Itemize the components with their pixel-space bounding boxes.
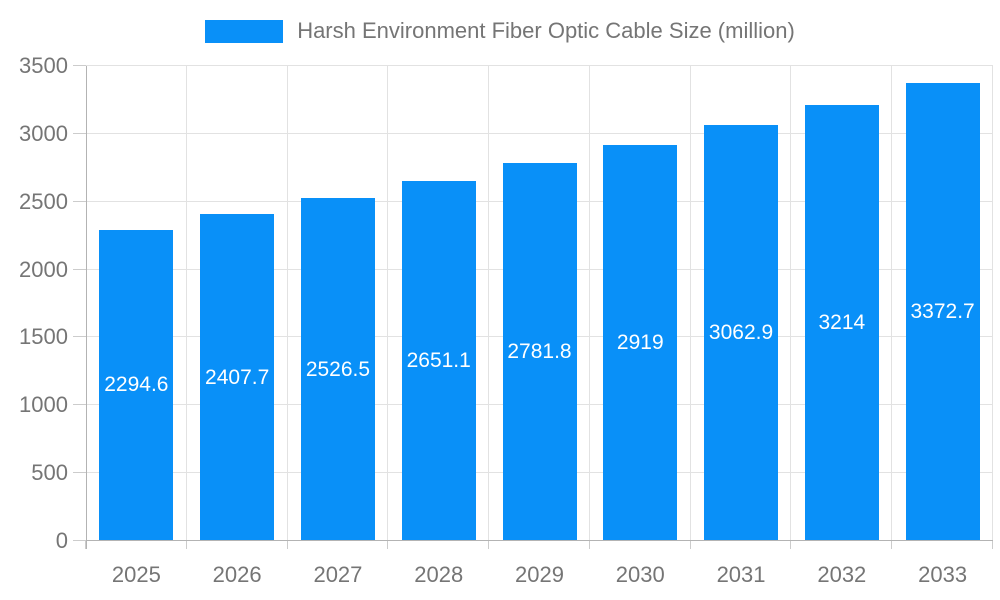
x-axis-label: 2029 [515,562,564,587]
bar-value-label: 2919 [616,330,664,354]
x-gridline [588,66,590,541]
x-axis-label: 2033 [918,562,968,587]
x-gridline [387,66,389,541]
bar-value-label: 2407.7 [205,365,270,389]
y-axis-label: 3500 [19,53,68,78]
legend[interactable]: Harsh Environment Fiber Optic Cable Size… [0,19,1000,43]
y-axis-label: 1000 [19,392,68,418]
x-tick [689,541,691,549]
x-gridline [790,66,792,541]
x-gridline [185,66,187,541]
plot-area: 0 500 1000 1500 2000 2500 3000 3500 2294.6 2025 24… [19,53,993,587]
y-tick [73,540,86,541]
x-axis-label: 2030 [615,562,665,587]
bar-2025[interactable]: 2294.6 [99,229,174,541]
y-axis-label: 500 [31,460,68,486]
y-gridline [86,132,993,134]
x-axis-label: 2031 [716,562,766,587]
bar-2032[interactable]: 3214 [804,104,879,541]
y-gridline [86,65,993,66]
y-axis-line [86,66,87,549]
legend-swatch-icon [205,19,284,43]
x-tick [85,541,86,549]
x-gridline [891,66,893,541]
y-tick [73,404,86,406]
x-axis-label: 2028 [414,562,464,587]
y-tick [73,472,86,474]
bar-value-label: 3372.7 [910,300,975,324]
y-tick [73,336,86,338]
y-tick [73,200,86,202]
x-tick [387,541,389,549]
bar-2029[interactable]: 2781.8 [502,163,577,541]
y-axis-label: 3000 [19,120,68,146]
bar-value-label: 2651.1 [406,349,471,373]
bar-value-label: 2781.8 [507,340,572,364]
bar-2033[interactable]: 3372.7 [905,83,980,541]
x-tick [992,541,993,549]
x-axis-line [86,540,993,541]
x-axis-label: 2026 [212,562,262,587]
x-tick [286,541,288,549]
x-tick [588,541,590,549]
bar-2026[interactable]: 2407.7 [200,214,275,541]
bar-value-label: 2294.6 [104,373,169,397]
bar-2030[interactable]: 2919 [603,144,678,541]
y-axis-label: 0 [55,528,68,553]
bar-2031[interactable]: 3062.9 [704,125,779,541]
x-axis-label: 2027 [313,562,363,587]
x-axis-label: 2032 [817,562,867,587]
x-tick [488,541,490,549]
x-tick [891,541,893,549]
x-gridline [286,66,288,541]
bar-2027[interactable]: 2526.5 [300,198,375,541]
bar-value-label: 3062.9 [708,321,774,345]
y-axis-label: 2500 [19,188,68,214]
bar-value-label: 3214 [818,310,866,334]
x-gridline [992,66,993,541]
y-tick [73,268,86,270]
bar-value-label: 2526.5 [305,357,371,381]
y-tick [73,65,86,66]
x-axis-label: 2025 [111,562,161,587]
y-axis-label: 2000 [19,256,68,282]
x-gridline [689,66,691,541]
x-tick [790,541,792,549]
legend-label: Harsh Environment Fiber Optic Cable Size… [297,18,795,43]
y-tick [73,132,86,134]
y-axis-label: 1500 [19,324,68,350]
x-gridline [488,66,490,541]
bar-2028[interactable]: 2651.1 [401,181,476,541]
x-tick [185,541,187,549]
